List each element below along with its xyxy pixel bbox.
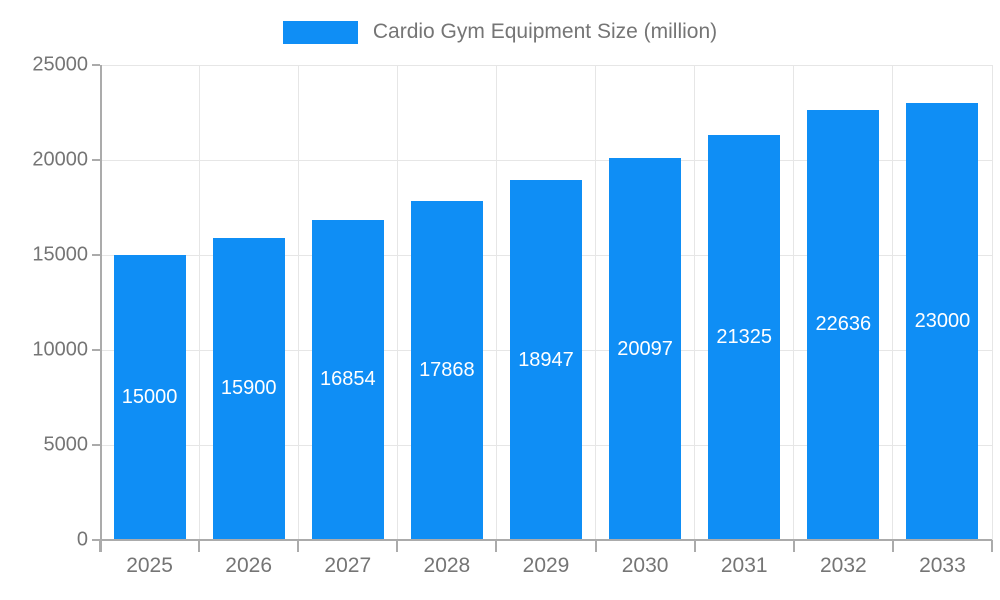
bar: 23000 bbox=[906, 103, 979, 540]
plot-area: 0 5000 10000 15000 20000 25000 15000 2025 15900 2… bbox=[32, 54, 993, 577]
y-axis-tick bbox=[92, 254, 100, 256]
y-axis-tick bbox=[92, 539, 100, 541]
bar-value-label: 18947 bbox=[518, 348, 574, 371]
x-gridline bbox=[892, 65, 894, 540]
x-gridline bbox=[495, 65, 497, 540]
y-axis-tick bbox=[92, 444, 100, 446]
chart-legend: Cardio Gym Equipment Size (million) bbox=[0, 20, 1000, 44]
bar: 15900 bbox=[212, 237, 285, 540]
x-gridline bbox=[198, 65, 200, 540]
bar-value-label: 20097 bbox=[617, 337, 673, 360]
x-axis-tick-label: 2027 bbox=[324, 554, 372, 577]
bar-value-label: 17868 bbox=[419, 358, 475, 381]
x-axis-tick bbox=[198, 540, 201, 552]
x-axis-tick-label: 2030 bbox=[621, 554, 669, 577]
bar-value-label: 23000 bbox=[914, 310, 971, 332]
y-gridline bbox=[100, 159, 992, 161]
x-gridline bbox=[396, 65, 398, 540]
x-axis-tick-label: 2029 bbox=[522, 554, 570, 577]
y-axis-tick bbox=[92, 64, 100, 66]
x-gridline bbox=[297, 65, 299, 540]
x-axis-tick bbox=[495, 540, 498, 552]
y-axis-tick-label: 10000 bbox=[32, 338, 88, 361]
x-gridline bbox=[991, 65, 993, 540]
bar-value-label: 15000 bbox=[121, 386, 178, 408]
y-axis-tick-label: 15000 bbox=[32, 243, 88, 266]
y-axis-tick bbox=[92, 349, 100, 351]
y-gridline bbox=[100, 64, 992, 66]
x-axis-tick-label: 2033 bbox=[919, 554, 966, 577]
x-axis-tick-label: 2026 bbox=[225, 554, 273, 577]
y-axis-tick-label: 5000 bbox=[43, 433, 89, 456]
x-axis-tick bbox=[891, 540, 894, 552]
x-axis-tick bbox=[991, 540, 993, 552]
x-axis-tick-label: 2028 bbox=[423, 554, 471, 577]
x-axis-line bbox=[100, 539, 992, 541]
y-axis-line bbox=[100, 65, 102, 552]
bar-value-label: 15900 bbox=[220, 377, 277, 400]
x-axis-tick bbox=[594, 540, 597, 552]
x-axis-tick-label: 2031 bbox=[720, 554, 768, 577]
bar: 18947 bbox=[510, 180, 582, 540]
x-axis-tick bbox=[396, 540, 399, 552]
x-gridline bbox=[694, 65, 696, 540]
x-axis-tick-label: 2025 bbox=[126, 554, 173, 577]
bar: 21325 bbox=[708, 134, 781, 540]
bar: 17868 bbox=[410, 200, 483, 540]
y-axis-tick-label: 20000 bbox=[32, 148, 88, 171]
x-axis-tick bbox=[693, 540, 696, 552]
y-axis-tick-label: 0 bbox=[76, 528, 88, 551]
y-axis-tick bbox=[92, 159, 100, 161]
bar-value-label: 16854 bbox=[319, 368, 376, 391]
legend-swatch bbox=[282, 20, 358, 44]
x-gridline bbox=[793, 65, 795, 540]
legend-label: Cardio Gym Equipment Size (million) bbox=[372, 20, 718, 43]
bar: 16854 bbox=[311, 219, 384, 540]
x-gridline bbox=[595, 65, 597, 540]
x-axis-tick bbox=[297, 540, 300, 552]
bar: 15000 bbox=[113, 255, 186, 540]
bar-value-label: 22636 bbox=[815, 313, 872, 336]
y-axis-tick-label: 25000 bbox=[32, 53, 88, 76]
x-axis-tick-label: 2032 bbox=[819, 554, 867, 577]
bar-value-label: 21325 bbox=[716, 325, 773, 348]
x-axis-tick bbox=[792, 540, 795, 552]
bar: 22636 bbox=[807, 109, 880, 540]
bar: 20097 bbox=[609, 158, 682, 540]
